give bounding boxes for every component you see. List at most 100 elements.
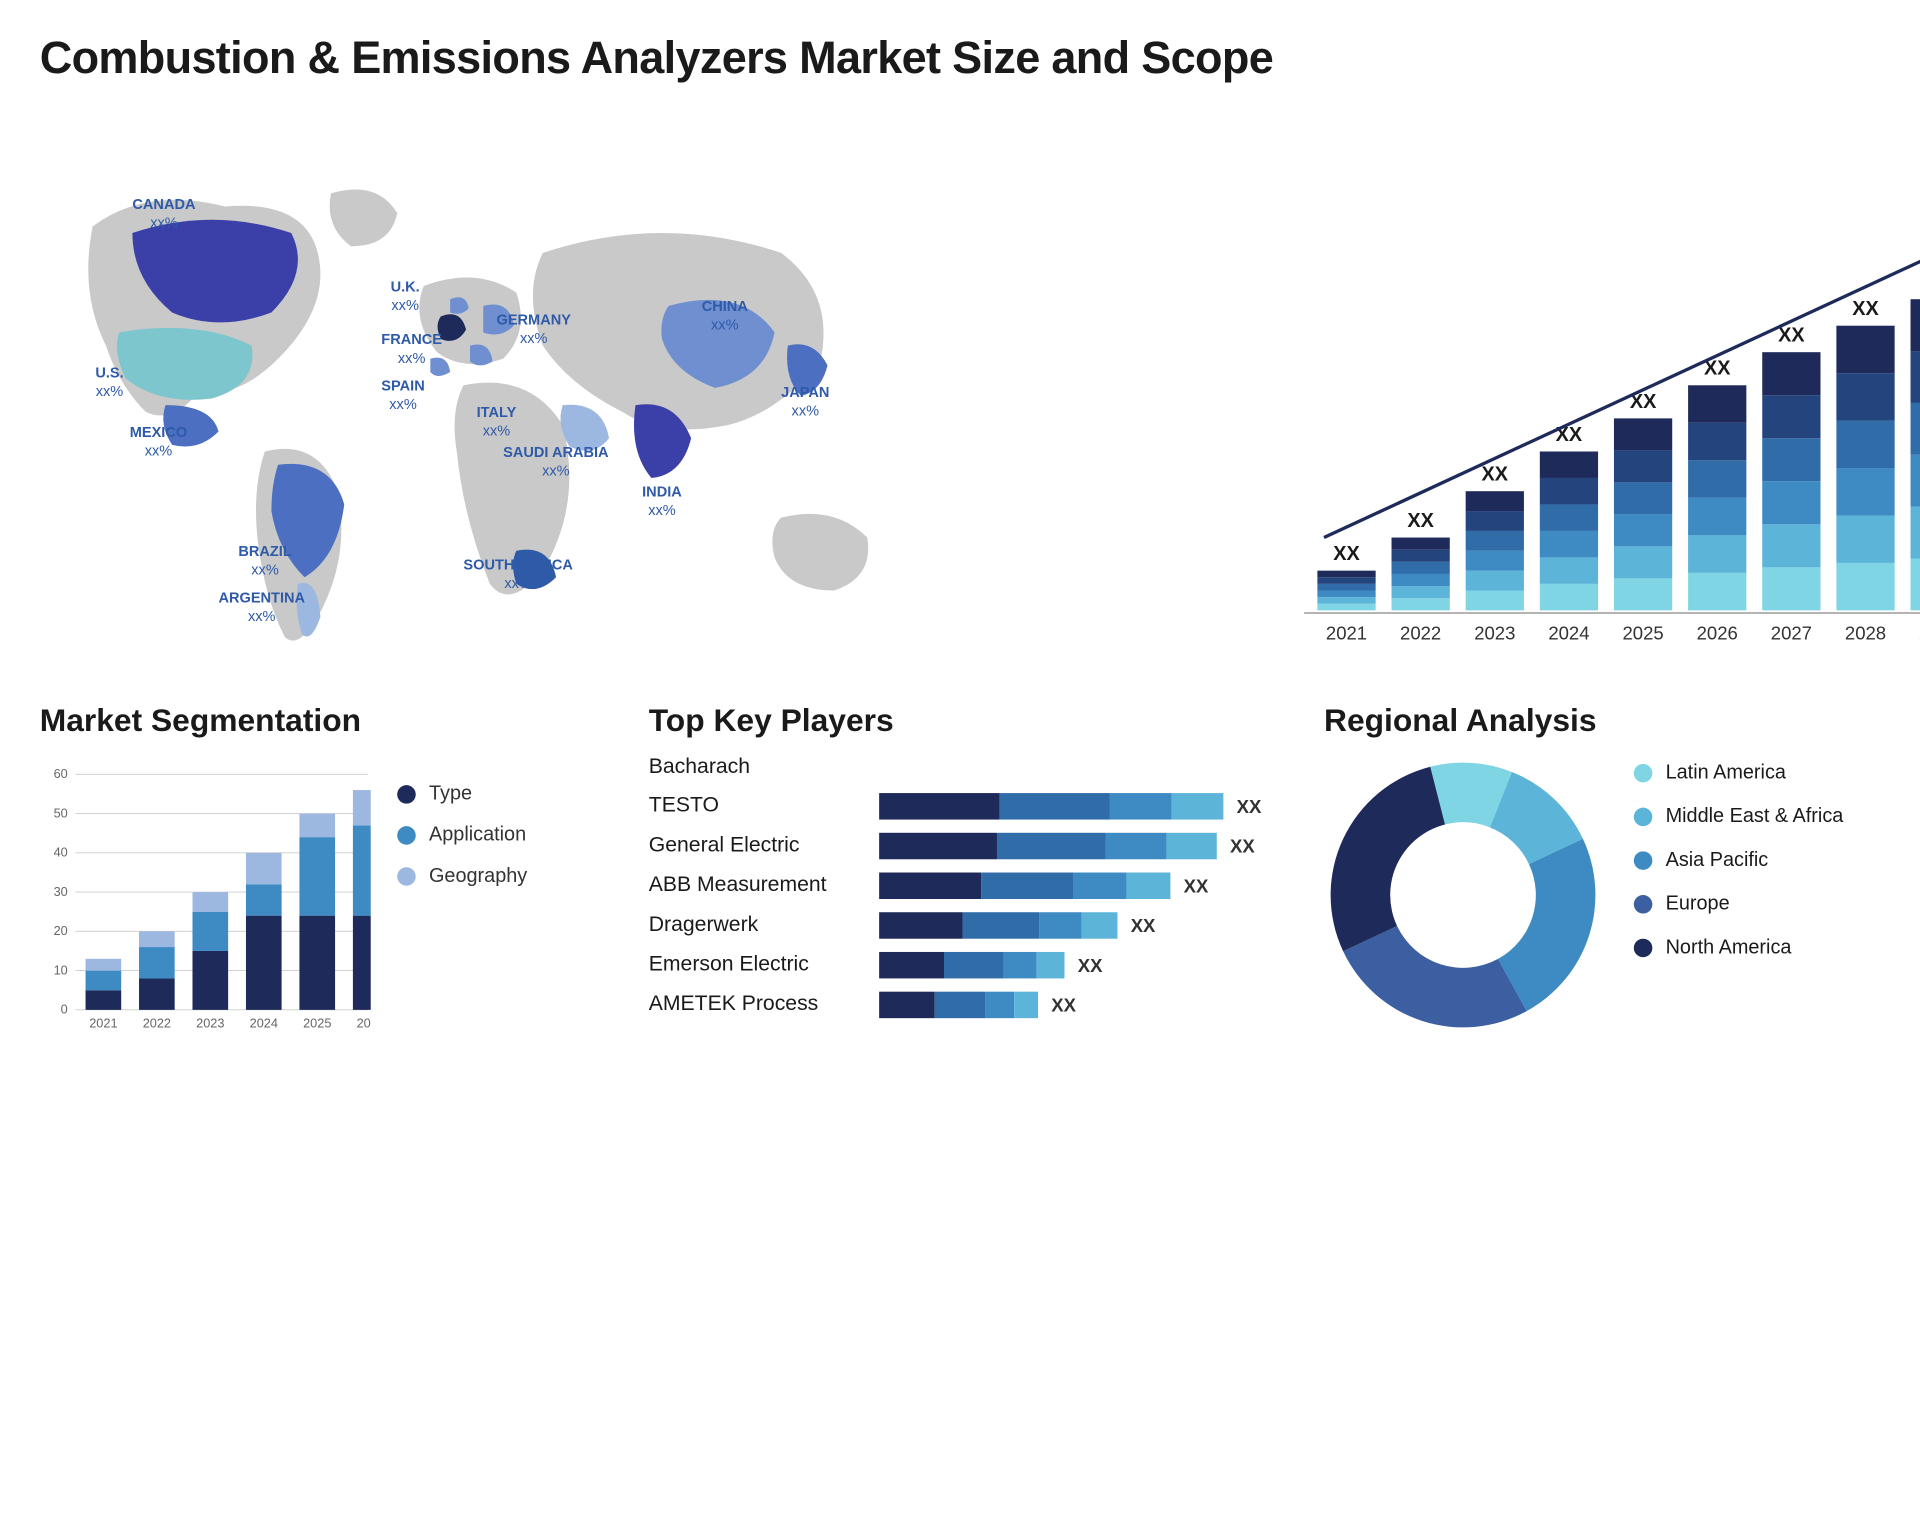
seg-bar-seg [139, 979, 175, 1010]
segmentation-chart: 0102030405060202120222023202420252026 [40, 756, 371, 1047]
top-row: CANADAxx%U.S.xx%MEXICOxx%BRAZILxx%ARGENT… [40, 160, 1920, 663]
growth-bar-seg [1614, 450, 1672, 482]
growth-bar-seg [1466, 511, 1524, 531]
player-bar [879, 952, 1064, 978]
growth-bar-seg [1911, 559, 1920, 611]
seg-bar-seg [353, 916, 371, 1010]
players-list: BacharachTESTOXXGeneral ElectricXXABB Me… [649, 756, 1285, 1018]
regional-legend: Latin AmericaMiddle East & AfricaAsia Pa… [1634, 756, 1844, 959]
players-panel: Top Key Players BacharachTESTOXXGeneral … [649, 703, 1285, 1047]
growth-bar-seg [1762, 395, 1820, 438]
growth-bar-seg [1911, 299, 1920, 351]
donut-slice [1343, 926, 1527, 1027]
player-name: General Electric [649, 834, 861, 858]
player-row: Bacharach [649, 756, 1285, 780]
map-label-south-africa: SOUTH AFRICAxx% [463, 557, 572, 593]
seg-legend-item: Geography [397, 865, 527, 888]
growth-bar-seg [1540, 531, 1598, 557]
growth-bar-seg [1392, 562, 1450, 574]
growth-bar-seg [1317, 604, 1375, 611]
seg-bar-seg [246, 916, 282, 1010]
bottom-row: Market Segmentation 01020304050602021202… [40, 703, 1920, 1047]
growth-bar-value: XX [1852, 298, 1879, 320]
player-value: XX [1078, 955, 1103, 976]
growth-bar-value: XX [1333, 543, 1360, 565]
player-value: XX [1230, 836, 1255, 857]
svg-text:2021: 2021 [89, 1016, 117, 1031]
growth-bar-seg [1392, 574, 1450, 586]
growth-bar-value: XX [1482, 464, 1509, 486]
map-label-brazil: BRAZILxx% [238, 544, 291, 580]
player-bar [879, 793, 1223, 819]
player-bar [879, 833, 1217, 859]
seg-bar-seg [86, 990, 122, 1010]
seg-bar-seg [192, 892, 228, 912]
growth-bar-seg [1614, 578, 1672, 610]
growth-bar-seg [1911, 403, 1920, 455]
growth-bar-value: XX [1407, 510, 1434, 532]
growth-year-label: 2025 [1622, 623, 1663, 644]
growth-bar-seg [1466, 591, 1524, 611]
growth-bar-seg [1392, 586, 1450, 598]
seg-bar-seg [86, 959, 122, 971]
growth-bar-seg [1317, 591, 1375, 598]
map-label-mexico: MEXICOxx% [130, 425, 187, 461]
growth-bar-seg [1540, 452, 1598, 478]
player-row: DragerwerkXX [649, 912, 1285, 938]
growth-bar-seg [1836, 326, 1894, 373]
growth-bar-seg [1762, 352, 1820, 395]
growth-bar-seg [1540, 557, 1598, 583]
growth-bar-seg [1392, 598, 1450, 610]
growth-bar-seg [1762, 438, 1820, 481]
region-legend-item: Europe [1634, 892, 1844, 915]
seg-bar-seg [139, 947, 175, 978]
growth-bar-seg [1836, 563, 1894, 610]
seg-bar-seg [246, 853, 282, 884]
growth-year-label: 2022 [1400, 623, 1441, 644]
growth-bar-seg [1466, 551, 1524, 571]
growth-bar-seg [1540, 584, 1598, 610]
segmentation-panel: Market Segmentation 01020304050602021202… [40, 703, 609, 1047]
growth-bar-seg [1466, 571, 1524, 591]
regional-title: Regional Analysis [1324, 703, 1920, 740]
svg-text:2022: 2022 [143, 1016, 171, 1031]
seg-bar-seg [192, 912, 228, 951]
growth-bar-seg [1688, 498, 1746, 536]
growth-bar-seg [1317, 571, 1375, 578]
growth-bar-seg [1836, 373, 1894, 420]
map-label-germany: GERMANYxx% [497, 313, 571, 349]
seg-bar-seg [246, 884, 282, 915]
growth-bar-seg [1762, 524, 1820, 567]
growth-bar-seg [1614, 546, 1672, 578]
growth-bar-seg [1836, 421, 1894, 468]
seg-bar-seg [299, 916, 335, 1010]
seg-legend-item: Type [397, 783, 527, 806]
regional-panel: Regional Analysis Latin AmericaMiddle Ea… [1324, 703, 1920, 1047]
growth-year-label: 2027 [1771, 623, 1812, 644]
growth-bar-seg [1317, 577, 1375, 584]
seg-bar-seg [299, 814, 335, 838]
seg-bar-seg [192, 951, 228, 1010]
svg-text:50: 50 [54, 805, 68, 820]
player-value: XX [1237, 796, 1262, 817]
growth-bar-seg [1392, 550, 1450, 562]
player-value: XX [1184, 875, 1209, 896]
world-map-panel: CANADAxx%U.S.xx%MEXICOxx%BRAZILxx%ARGENT… [40, 160, 940, 663]
svg-text:0: 0 [61, 1002, 68, 1017]
growth-year-label: 2024 [1548, 623, 1589, 644]
svg-text:2025: 2025 [303, 1016, 331, 1031]
seg-bar-seg [139, 931, 175, 947]
map-label-spain: SPAINxx% [381, 379, 424, 415]
player-value: XX [1131, 915, 1156, 936]
growth-bar-seg [1688, 573, 1746, 611]
growth-bar-seg [1911, 507, 1920, 559]
svg-text:2026: 2026 [357, 1016, 371, 1031]
growth-year-label: 2023 [1474, 623, 1515, 644]
svg-text:2024: 2024 [250, 1016, 278, 1031]
map-label-canada: CANADAxx% [132, 197, 195, 233]
segmentation-title: Market Segmentation [40, 703, 609, 740]
region-legend-item: North America [1634, 936, 1844, 959]
growth-bar-seg [1466, 491, 1524, 511]
player-bar [879, 992, 1038, 1018]
player-row: Emerson ElectricXX [649, 952, 1285, 978]
